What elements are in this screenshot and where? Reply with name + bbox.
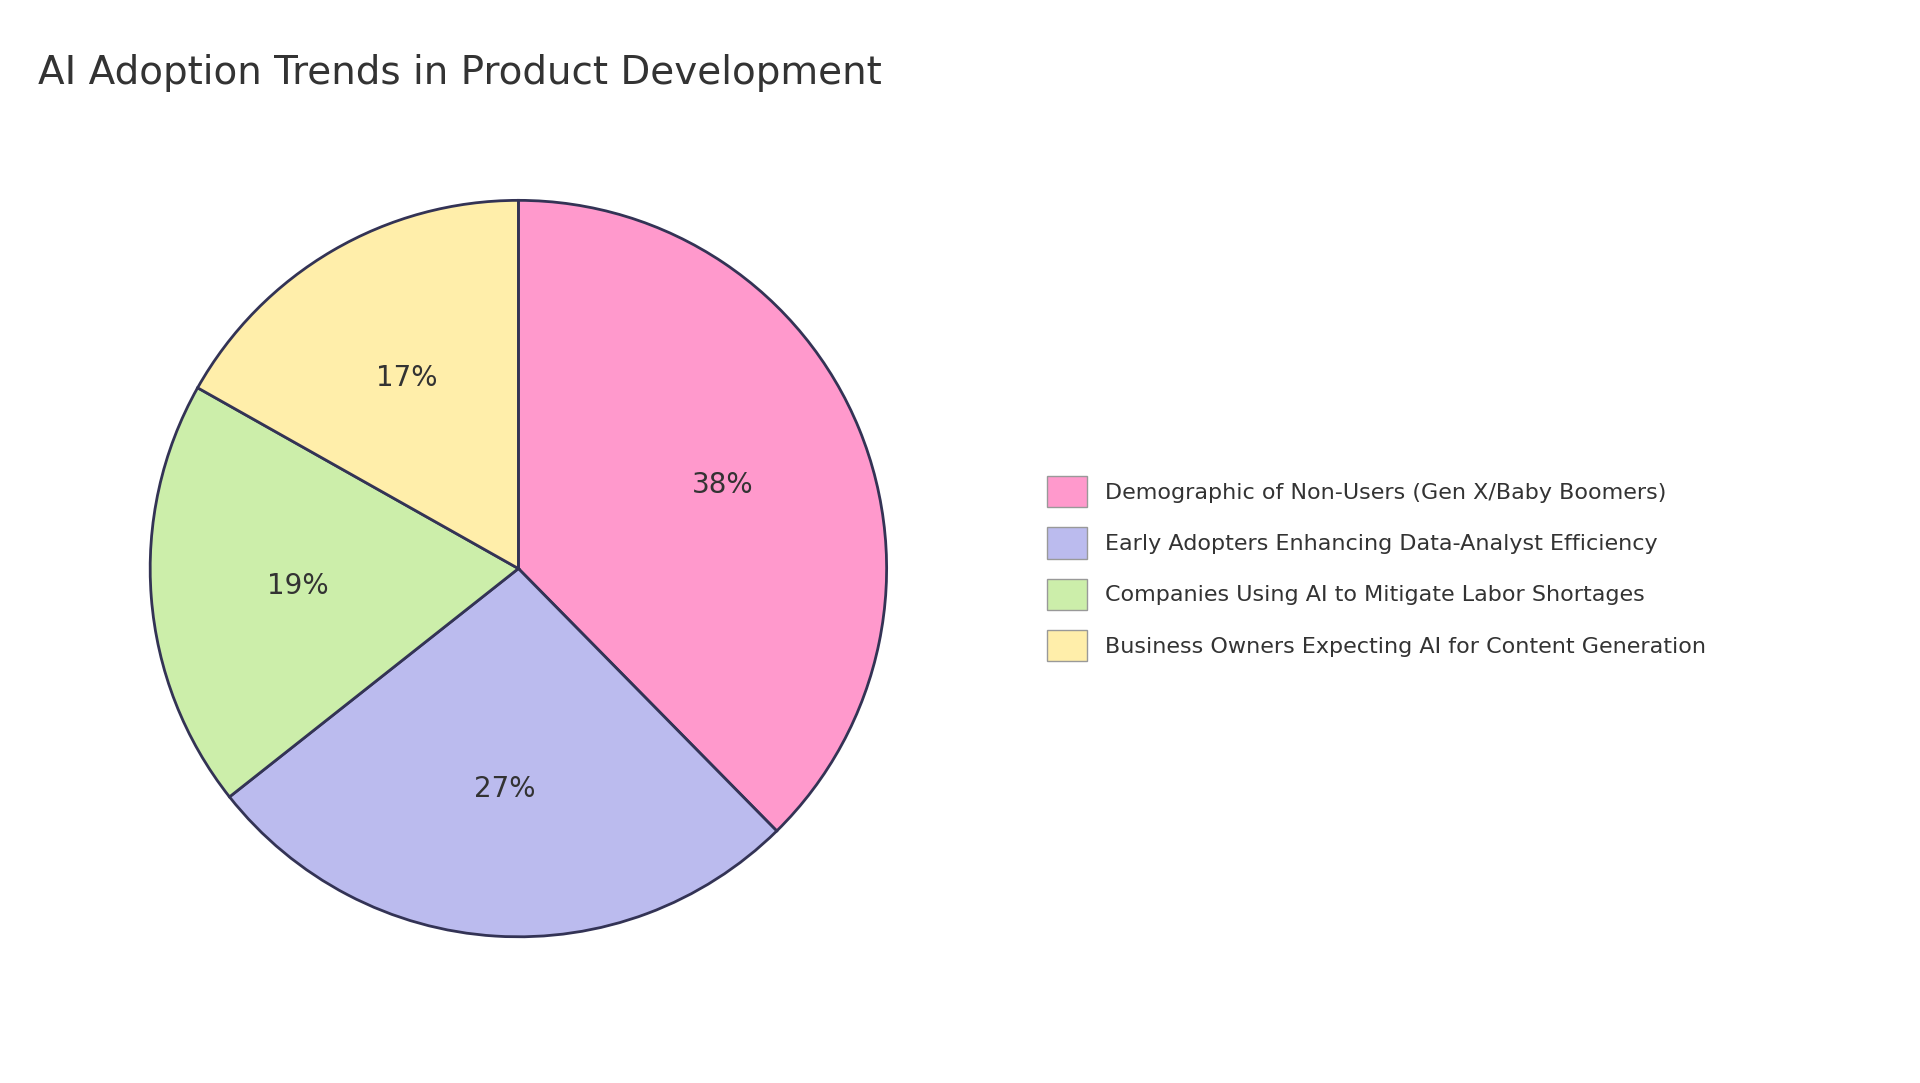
Wedge shape (230, 569, 778, 937)
Text: 17%: 17% (376, 364, 438, 392)
Text: 38%: 38% (691, 471, 755, 499)
Text: 27%: 27% (474, 775, 536, 804)
Text: 19%: 19% (267, 572, 328, 600)
Wedge shape (198, 200, 518, 569)
Legend: Demographic of Non-Users (Gen X/Baby Boomers), Early Adopters Enhancing Data-Ana: Demographic of Non-Users (Gen X/Baby Boo… (1035, 465, 1716, 673)
Text: AI Adoption Trends in Product Development: AI Adoption Trends in Product Developmen… (38, 54, 881, 92)
Wedge shape (518, 200, 887, 831)
Wedge shape (150, 388, 518, 797)
